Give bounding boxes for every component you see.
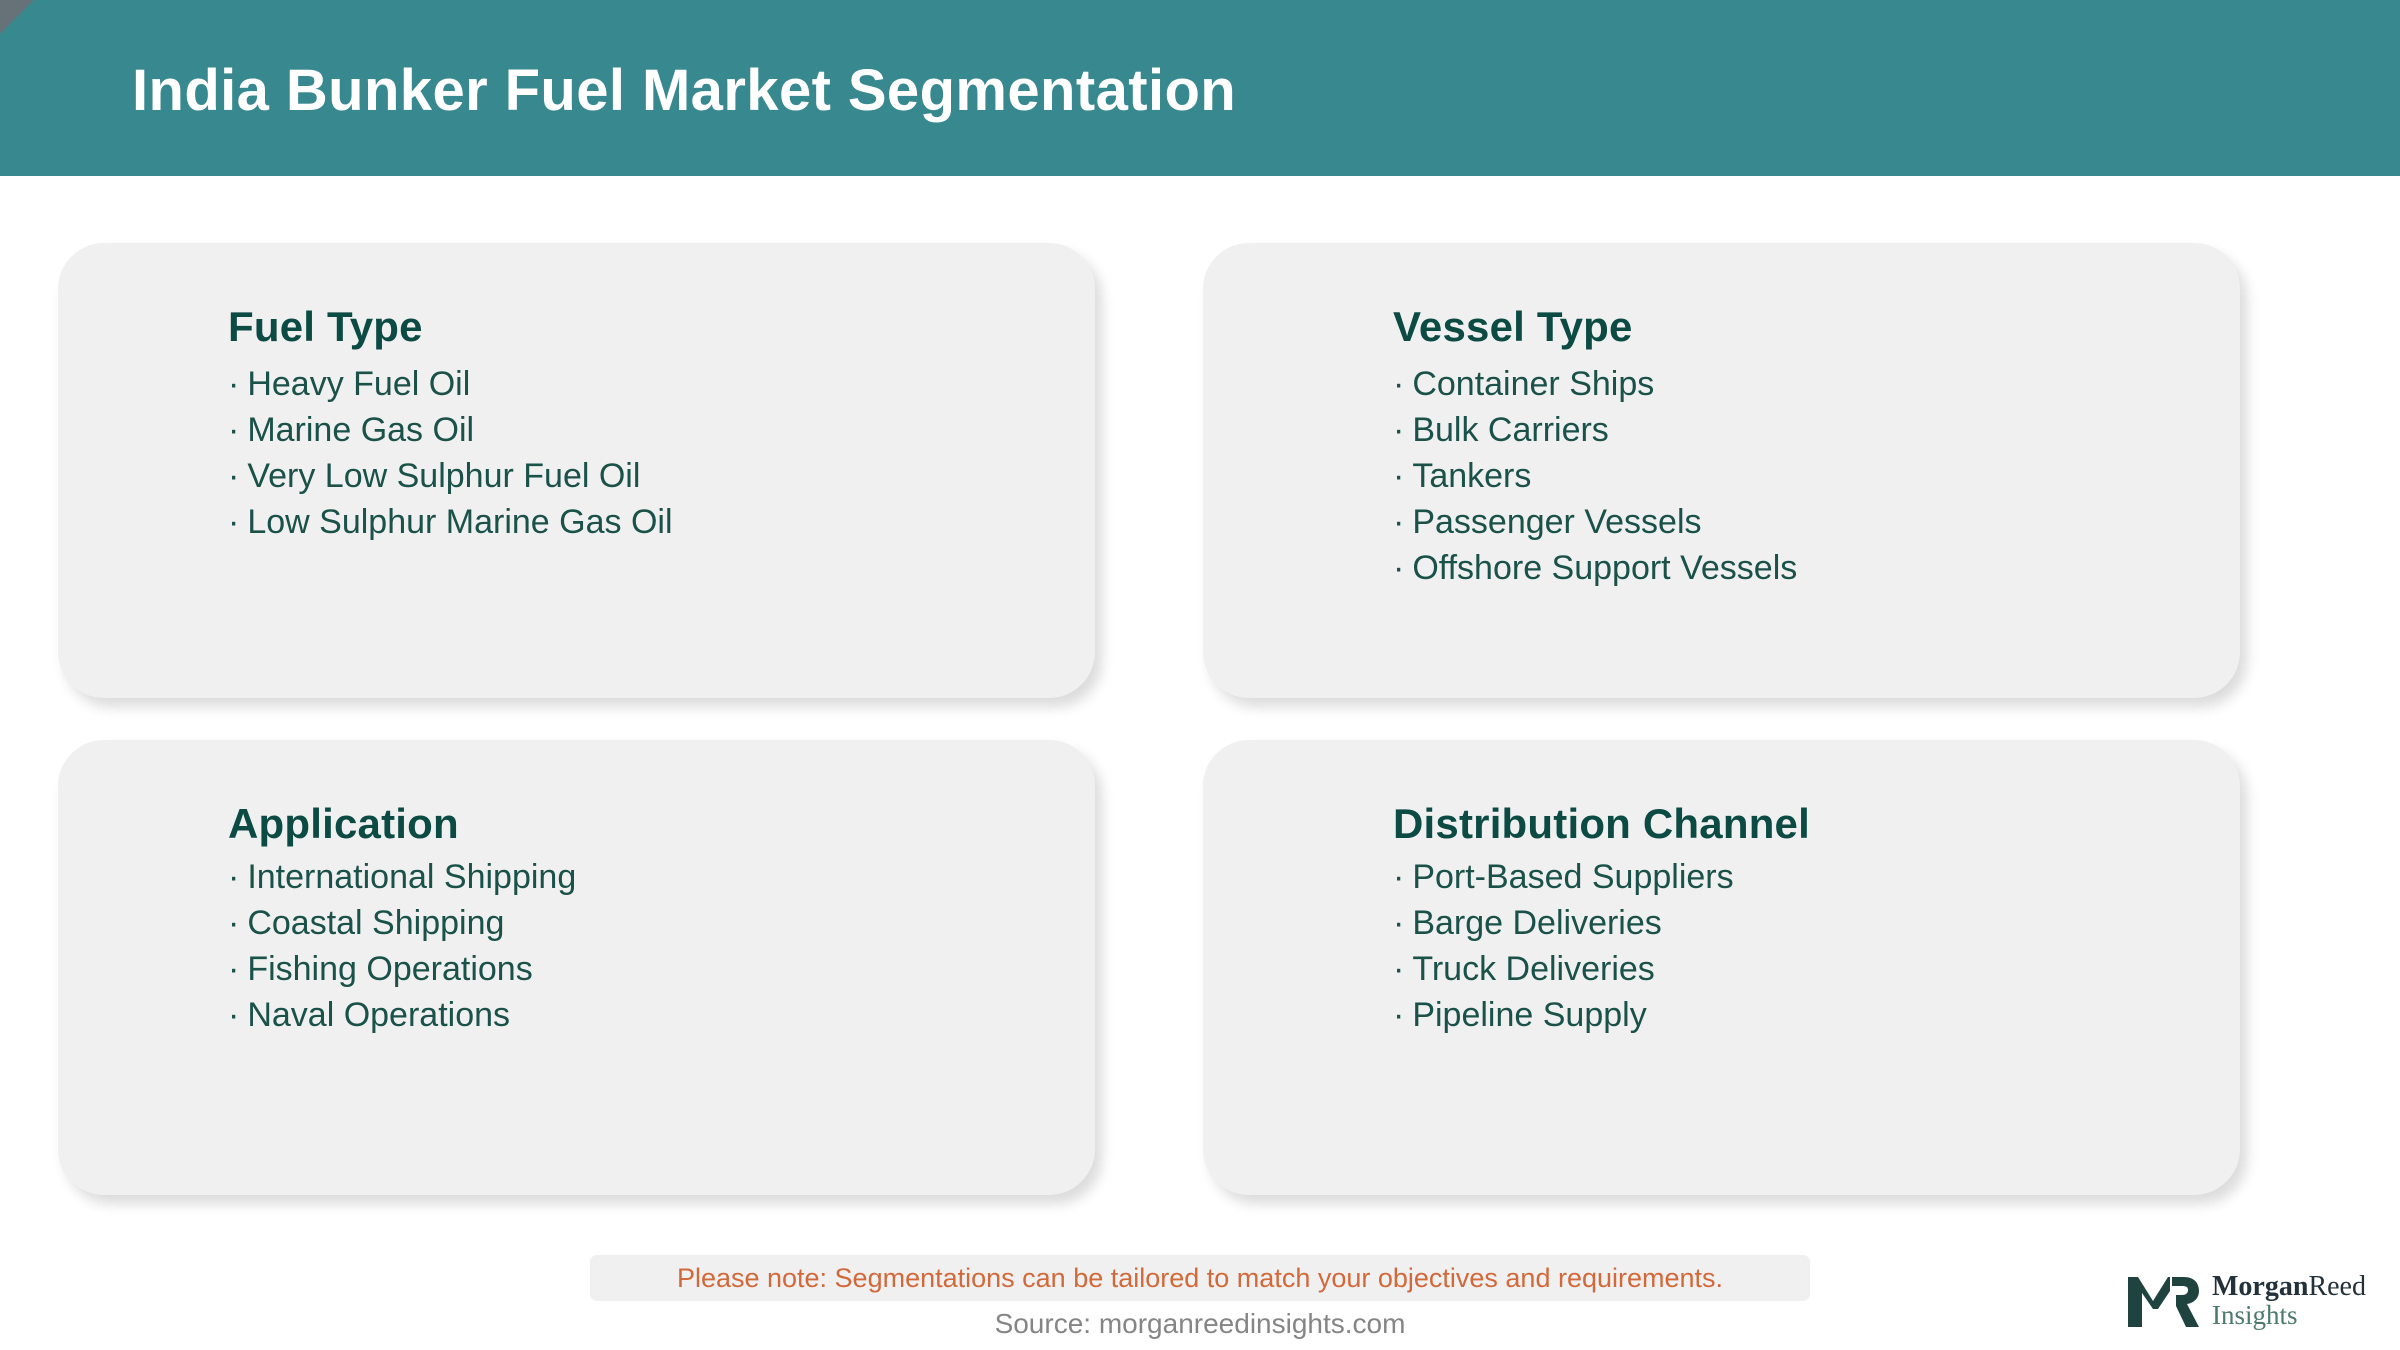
corner-fold-icon — [0, 0, 34, 34]
list-item-label: Fishing Operations — [247, 950, 533, 988]
list-item: · Truck Deliveries — [1393, 946, 2170, 992]
list-item-label: Marine Gas Oil — [247, 411, 475, 449]
list-item: · Naval Operations — [228, 992, 1025, 1038]
page-title: India Bunker Fuel Market Segmentation — [132, 57, 1237, 123]
segmentation-card-fuel-type[interactable]: Fuel Type · Heavy Fuel Oil · Marine Gas Oi… — [58, 243, 1095, 698]
list-item-label: Truck Deliveries — [1412, 950, 1655, 988]
list-item: · Coastal Shipping — [228, 900, 1025, 946]
segmentation-card-distribution-channel[interactable]: Distribution Channel · Port-Based Supplie… — [1203, 740, 2240, 1195]
bullet-icon: · — [228, 457, 240, 495]
bullet-icon: · — [228, 411, 240, 449]
bullet-icon: · — [228, 904, 240, 942]
mr-monogram-icon — [2128, 1277, 2199, 1327]
bullet-icon: · — [1393, 950, 1405, 988]
bullet-icon: · — [1393, 411, 1405, 449]
bullet-icon: · — [1393, 549, 1405, 587]
brand-name-reed: Reed — [2308, 1270, 2366, 1302]
card-item-list: · International Shipping · Coastal Shippin… — [228, 854, 1025, 1038]
segmentation-card-vessel-type[interactable]: Vessel Type · Container Ships · Bulk Carri… — [1203, 243, 2240, 698]
brand-name-insights: Insights — [2212, 1299, 2298, 1330]
list-item: · Container Ships — [1393, 361, 2170, 407]
segmentation-card-grid: Fuel Type · Heavy Fuel Oil · Marine Gas Oi… — [58, 243, 2342, 1195]
list-item: · Pipeline Supply — [1393, 992, 2170, 1038]
segmentation-card-application[interactable]: Application · International Shipping · Coa… — [58, 740, 1095, 1195]
list-item: · Offshore Support Vessels — [1393, 545, 2170, 591]
page-header: India Bunker Fuel Market Segmentation — [0, 0, 2400, 176]
bullet-icon: · — [228, 503, 240, 541]
list-item-label: Pipeline Supply — [1412, 996, 1647, 1034]
list-item-label: Barge Deliveries — [1412, 904, 1662, 942]
card-item-list: · Heavy Fuel Oil · Marine Gas Oil · Very Lo… — [228, 361, 1025, 545]
bullet-icon: · — [1393, 457, 1405, 495]
list-item: · Barge Deliveries — [1393, 900, 2170, 946]
bullet-icon: · — [1393, 996, 1405, 1034]
list-item-label: Naval Operations — [247, 996, 511, 1034]
list-item: · Marine Gas Oil — [228, 407, 1025, 453]
list-item-label: Container Ships — [1412, 365, 1655, 403]
bullet-icon: · — [1393, 858, 1405, 896]
brand-logo-line-1: MorganReed — [2212, 1270, 2366, 1302]
list-item-label: Bulk Carriers — [1412, 411, 1609, 449]
list-item: · Fishing Operations — [228, 946, 1025, 992]
bullet-icon: · — [228, 996, 240, 1034]
list-item-label: Low Sulphur Marine Gas Oil — [247, 503, 673, 541]
card-item-list: · Port-Based Suppliers · Barge Deliveries … — [1393, 854, 2170, 1038]
list-item: · International Shipping — [228, 854, 1025, 900]
list-item: · Heavy Fuel Oil — [228, 361, 1025, 407]
list-item: · Bulk Carriers — [1393, 407, 2170, 453]
card-title: Application — [228, 800, 459, 847]
source-attribution: Source: morganreedinsights.com — [994, 1308, 1406, 1339]
list-item-label: International Shipping — [247, 858, 577, 896]
list-item-label: Very Low Sulphur Fuel Oil — [247, 457, 641, 495]
card-item-list: · Container Ships · Bulk Carriers · Tankers… — [1393, 361, 2170, 591]
list-item: · Passenger Vessels — [1393, 499, 2170, 545]
brand-logo-wordmark: MorganReed Insights — [2212, 1270, 2366, 1330]
list-item: · Port-Based Suppliers — [1393, 854, 2170, 900]
tailoring-note-text: Please note: Segmentations can be tailor… — [676, 1262, 1724, 1293]
bullet-icon: · — [228, 858, 240, 896]
list-item: · Very Low Sulphur Fuel Oil — [228, 453, 1025, 499]
brand-logo[interactable]: MorganReed Insights — [2126, 1262, 2376, 1340]
list-item-label: Tankers — [1412, 457, 1532, 495]
list-item-label: Offshore Support Vessels — [1412, 549, 1798, 587]
brand-name-morgan: Morgan — [2212, 1270, 2309, 1302]
bullet-icon: · — [1393, 503, 1405, 541]
list-item: · Low Sulphur Marine Gas Oil — [228, 499, 1025, 545]
card-title: Distribution Channel — [1393, 800, 1810, 847]
card-title: Vessel Type — [1393, 303, 1633, 350]
bullet-icon: · — [1393, 904, 1405, 942]
list-item: · Tankers — [1393, 453, 2170, 499]
bullet-icon: · — [228, 365, 240, 403]
list-item-label: Port-Based Suppliers — [1412, 858, 1734, 896]
list-item-label: Passenger Vessels — [1412, 503, 1702, 541]
list-item-label: Heavy Fuel Oil — [247, 365, 471, 403]
list-item-label: Coastal Shipping — [247, 904, 505, 942]
card-title: Fuel Type — [228, 303, 423, 350]
bullet-icon: · — [1393, 365, 1405, 403]
tailoring-note-box: Please note: Segmentations can be tailor… — [590, 1255, 1810, 1301]
bullet-icon: · — [228, 950, 240, 988]
